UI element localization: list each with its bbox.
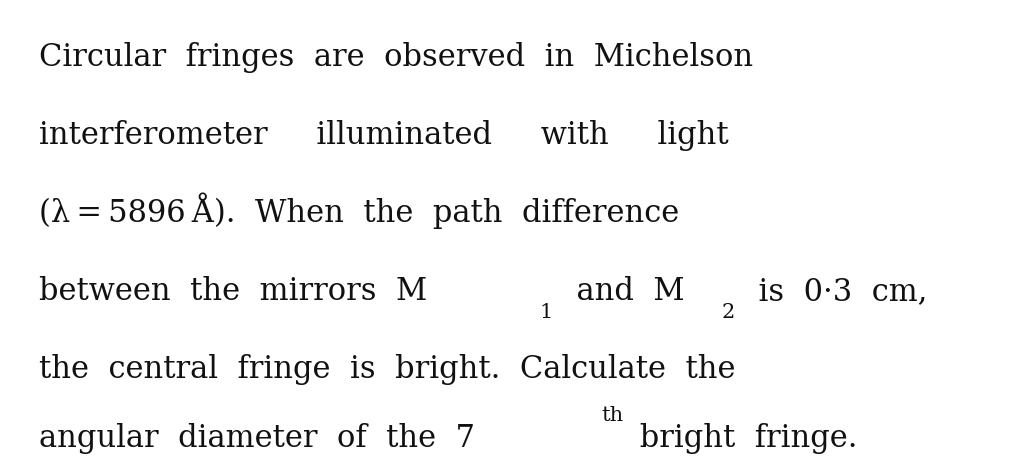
Text: th: th: [601, 406, 624, 425]
Text: angular  diameter  of  the  7: angular diameter of the 7: [39, 423, 475, 453]
Text: between  the  mirrors  M: between the mirrors M: [39, 276, 427, 307]
Text: 1: 1: [540, 303, 553, 322]
Text: interferometer     illuminated     with     light: interferometer illuminated with light: [39, 120, 728, 151]
Text: (λ = 5896 Å).  When  the  path  difference: (λ = 5896 Å). When the path difference: [39, 192, 679, 229]
Text: 2: 2: [722, 303, 735, 322]
Text: Circular  fringes  are  observed  in  Michelson: Circular fringes are observed in Michels…: [39, 43, 753, 73]
Text: bright  fringe.: bright fringe.: [630, 423, 857, 453]
Text: is  0·3  cm,: is 0·3 cm,: [738, 276, 927, 307]
Text: the  central  fringe  is  bright.  Calculate  the: the central fringe is bright. Calculate …: [39, 354, 735, 385]
Text: and  M: and M: [557, 276, 684, 307]
